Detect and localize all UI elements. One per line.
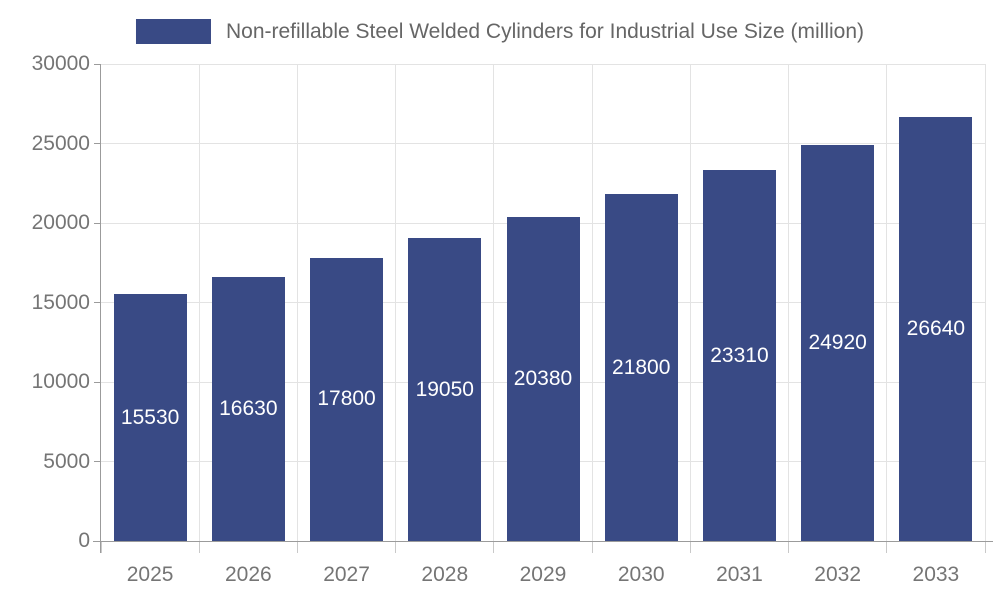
v-gridline bbox=[296, 64, 298, 541]
y-tick bbox=[94, 381, 101, 383]
y-tick-label: 25000 bbox=[31, 131, 90, 155]
v-gridline bbox=[788, 64, 790, 541]
v-gridline bbox=[984, 64, 986, 541]
v-gridline bbox=[689, 64, 691, 541]
bar: 26640 bbox=[899, 117, 973, 541]
x-tick-label: 2032 bbox=[814, 563, 862, 586]
v-gridline bbox=[493, 64, 495, 541]
x-tick bbox=[296, 541, 298, 553]
y-tick-label: 30000 bbox=[31, 52, 90, 75]
bar-value-label: 21800 bbox=[612, 355, 671, 379]
bar-value-label: 17800 bbox=[317, 387, 376, 411]
v-gridline bbox=[886, 64, 888, 541]
y-tick-label: 20000 bbox=[31, 211, 90, 234]
x-tick bbox=[493, 541, 495, 553]
x-tick bbox=[100, 541, 102, 553]
y-axis-line bbox=[100, 64, 101, 553]
y-tick-label: 0 bbox=[78, 529, 90, 552]
v-gridline bbox=[591, 64, 593, 541]
bar: 23310 bbox=[702, 170, 776, 541]
y-tick bbox=[94, 143, 101, 144]
v-gridline bbox=[198, 64, 200, 541]
x-tick-label: 2025 bbox=[126, 563, 174, 586]
y-tick bbox=[94, 63, 101, 65]
y-tick-label: 10000 bbox=[31, 370, 90, 393]
v-gridline bbox=[395, 64, 397, 541]
x-tick-label: 2027 bbox=[323, 563, 370, 586]
bar: 17800 bbox=[310, 257, 384, 541]
x-tick bbox=[788, 541, 790, 553]
bar-value-label: 24920 bbox=[808, 330, 867, 354]
bar: 19050 bbox=[408, 238, 482, 541]
bar: 20380 bbox=[506, 216, 580, 541]
y-tick-label: 15000 bbox=[31, 290, 90, 314]
bar-value-label: 19050 bbox=[415, 377, 474, 401]
h-gridline bbox=[101, 63, 985, 65]
bar-value-label: 26640 bbox=[906, 317, 966, 341]
y-tick bbox=[94, 461, 101, 462]
bar-value-label: 15530 bbox=[120, 405, 180, 429]
x-tick-label: 2029 bbox=[519, 563, 567, 586]
bar: 24920 bbox=[801, 144, 875, 541]
x-tick bbox=[886, 541, 888, 553]
bar-value-label: 16630 bbox=[219, 396, 278, 420]
y-tick bbox=[94, 302, 101, 303]
y-tick-label: 5000 bbox=[43, 449, 90, 473]
bar: 15530 bbox=[113, 294, 187, 541]
bar: 16630 bbox=[211, 276, 285, 541]
y-tick bbox=[94, 222, 101, 224]
legend[interactable]: Non-refillable Steel Welded Cylinders fo… bbox=[135, 19, 865, 44]
x-tick-label: 2031 bbox=[716, 563, 763, 586]
x-tick-label: 2030 bbox=[617, 563, 665, 586]
x-tick bbox=[198, 541, 200, 553]
legend-swatch bbox=[135, 19, 211, 44]
x-tick bbox=[984, 541, 986, 553]
x-tick-label: 2033 bbox=[912, 563, 960, 586]
x-tick bbox=[689, 541, 691, 553]
h-gridline bbox=[101, 143, 985, 144]
bar: 21800 bbox=[604, 194, 678, 541]
x-tick bbox=[591, 541, 593, 553]
x-axis-line bbox=[93, 541, 993, 542]
x-tick-label: 2028 bbox=[421, 563, 469, 586]
bar-value-label: 23310 bbox=[710, 343, 769, 367]
bar-value-label: 20380 bbox=[513, 366, 573, 390]
x-tick-label: 2026 bbox=[224, 563, 272, 586]
legend-label: Non-refillable Steel Welded Cylinders fo… bbox=[225, 20, 865, 43]
x-tick bbox=[395, 541, 397, 553]
